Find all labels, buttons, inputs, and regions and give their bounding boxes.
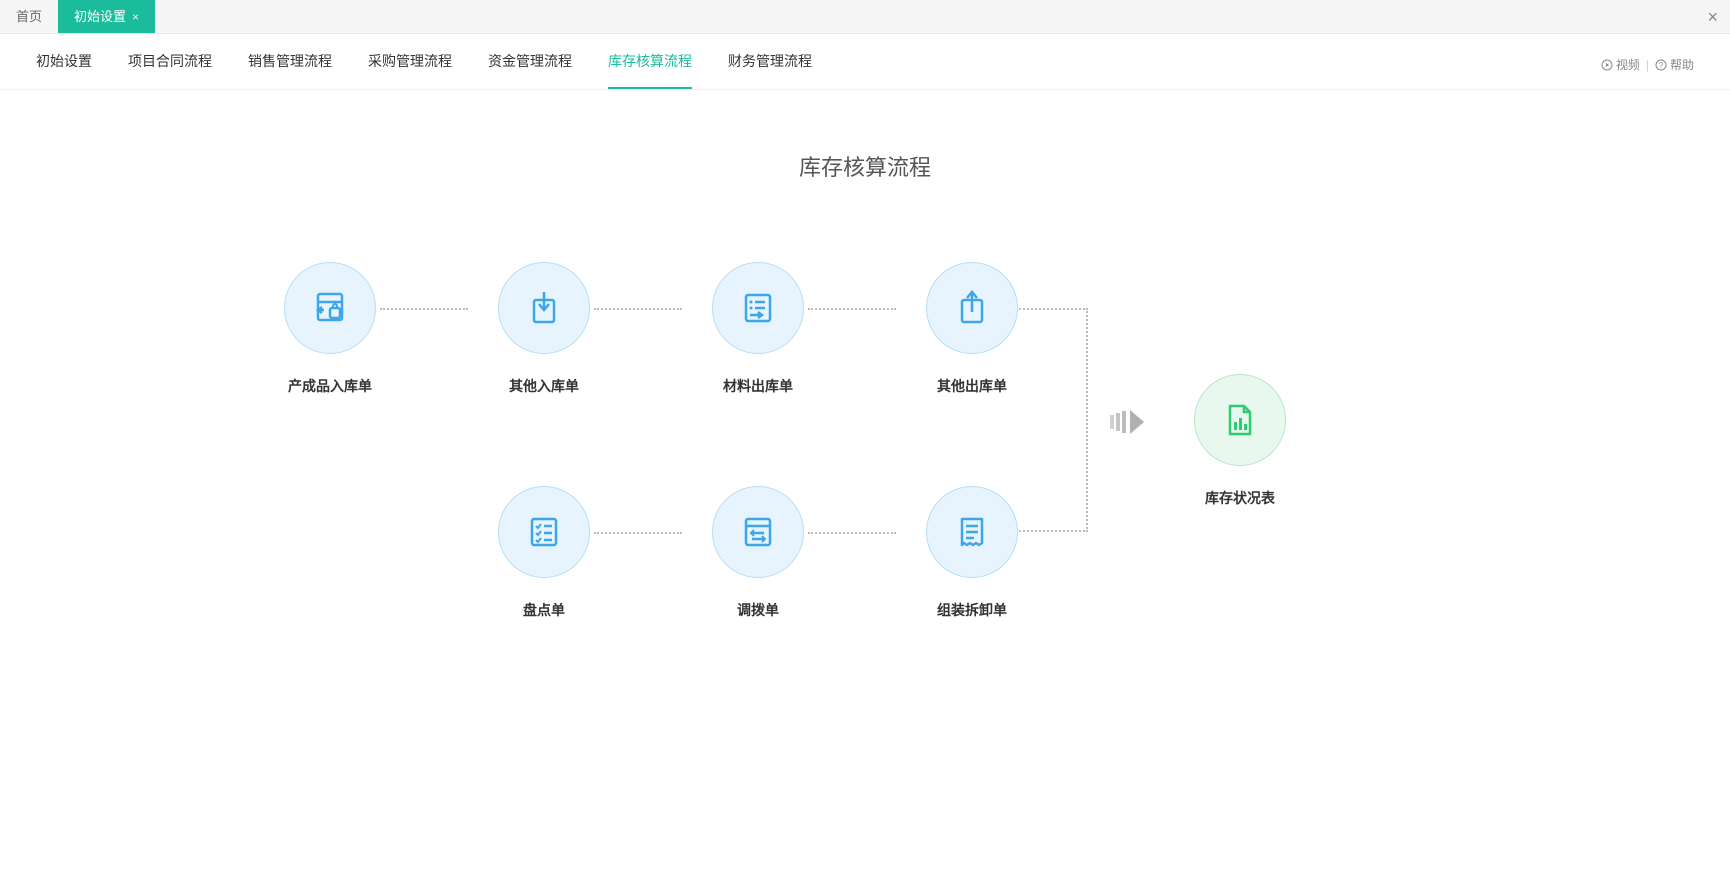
node-circle	[926, 486, 1018, 578]
page-title: 库存核算流程	[0, 150, 1730, 182]
connector	[594, 308, 682, 310]
node-circle	[1194, 374, 1286, 466]
node-label: 材料出库单	[698, 376, 818, 396]
node-label: 产成品入库单	[270, 376, 390, 396]
nav-sales[interactable]: 销售管理流程	[248, 51, 332, 89]
flow-diagram: 产成品入库单 其他入库单 材料出库单	[0, 202, 1730, 842]
nav-finance[interactable]: 财务管理流程	[728, 51, 812, 89]
node-label: 组装拆卸单	[912, 600, 1032, 620]
close-icon[interactable]: ×	[132, 0, 139, 34]
svg-text:?: ?	[1659, 61, 1664, 70]
nav-inventory[interactable]: 库存核算流程	[608, 51, 692, 89]
node-finished-goods-in[interactable]: 产成品入库单	[270, 262, 390, 396]
tab-initial-settings-label: 初始设置	[74, 0, 126, 34]
node-label: 其他入库单	[484, 376, 604, 396]
nav-project-contract[interactable]: 项目合同流程	[128, 51, 212, 89]
node-circle	[498, 486, 590, 578]
node-other-out[interactable]: 其他出库单	[912, 262, 1032, 396]
close-all-icon[interactable]: ×	[1703, 7, 1722, 28]
help-link[interactable]: ? 帮助	[1655, 56, 1694, 73]
tab-home[interactable]: 首页	[0, 0, 58, 33]
connector	[808, 532, 896, 534]
node-label: 其他出库单	[912, 376, 1032, 396]
node-other-in[interactable]: 其他入库单	[484, 262, 604, 396]
node-label: 调拨单	[698, 600, 818, 620]
node-circle	[498, 262, 590, 354]
help-links: 视频 | ? 帮助	[1601, 56, 1694, 73]
top-tab-bar: 首页 初始设置 × ×	[0, 0, 1730, 34]
node-circle	[712, 262, 804, 354]
play-circle-icon	[1601, 59, 1613, 71]
node-assembly[interactable]: 组装拆卸单	[912, 486, 1032, 620]
connector	[808, 308, 896, 310]
doc-checklist-icon	[524, 512, 564, 552]
doc-up-arrow-icon	[952, 288, 992, 328]
doc-swap-icon	[738, 512, 778, 552]
doc-list-arrow-icon	[738, 288, 778, 328]
nav-purchase[interactable]: 采购管理流程	[368, 51, 452, 89]
connector	[380, 308, 468, 310]
node-transfer[interactable]: 调拨单	[698, 486, 818, 620]
help-circle-icon: ?	[1655, 59, 1667, 71]
node-circle	[712, 486, 804, 578]
nav-funds[interactable]: 资金管理流程	[488, 51, 572, 89]
doc-down-arrow-icon	[524, 288, 564, 328]
node-circle	[926, 262, 1018, 354]
nav-initial-settings[interactable]: 初始设置	[36, 51, 92, 89]
arrow-icon	[1110, 410, 1144, 434]
doc-receipt-icon	[952, 512, 992, 552]
doc-in-box-icon	[310, 288, 350, 328]
sub-nav: 初始设置 项目合同流程 销售管理流程 采购管理流程 资金管理流程 库存核算流程 …	[0, 34, 1730, 90]
node-label: 盘点单	[484, 600, 604, 620]
tab-initial-settings[interactable]: 初始设置 ×	[58, 0, 155, 33]
video-link[interactable]: 视频	[1601, 56, 1640, 73]
separator: |	[1646, 58, 1649, 72]
node-stocktake[interactable]: 盘点单	[484, 486, 604, 620]
tab-home-label: 首页	[16, 0, 42, 34]
node-circle	[284, 262, 376, 354]
window-controls: ×	[1703, 0, 1722, 34]
node-material-out[interactable]: 材料出库单	[698, 262, 818, 396]
connector	[594, 532, 682, 534]
node-label: 库存状况表	[1180, 488, 1300, 508]
doc-chart-icon	[1220, 400, 1260, 440]
node-inventory-report[interactable]: 库存状况表	[1180, 374, 1300, 508]
